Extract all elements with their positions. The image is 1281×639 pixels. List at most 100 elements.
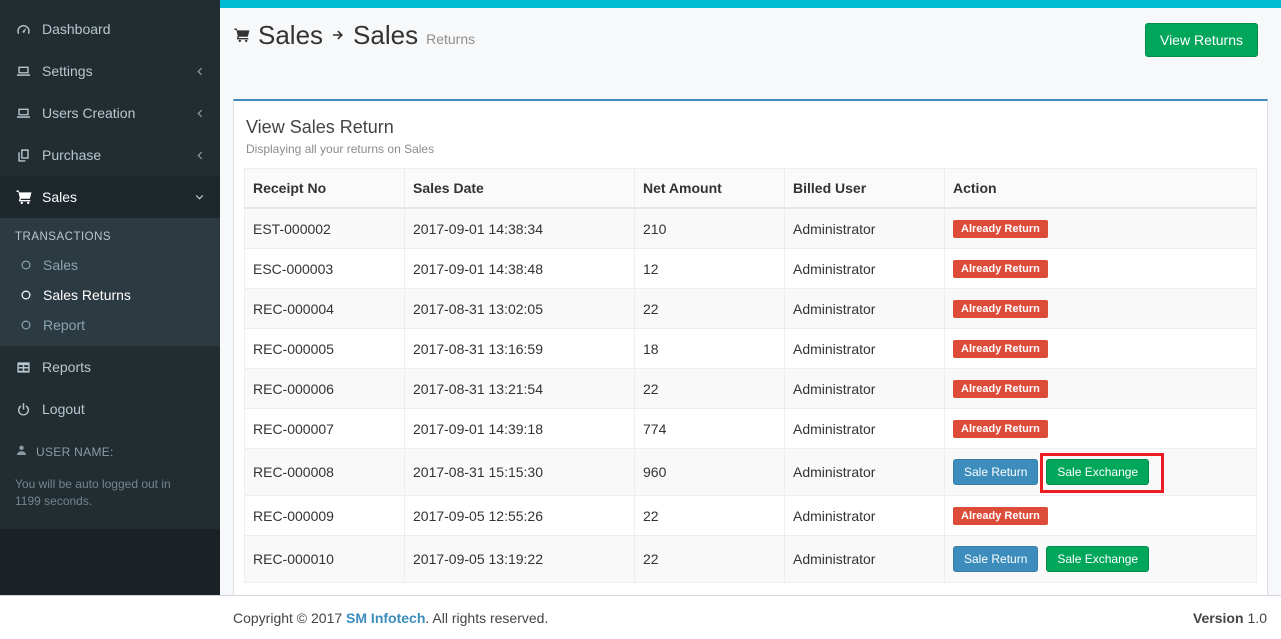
net-amount-cell: 210 [634, 207, 785, 249]
cart-icon [234, 27, 250, 43]
column-header-sales-date: Sales Date [404, 168, 635, 209]
user-info: USER NAME: You will be auto logged out i… [0, 430, 220, 515]
power-icon [15, 402, 32, 417]
net-amount-cell: 22 [634, 288, 785, 329]
sales-date-cell: 2017-09-01 14:39:18 [404, 408, 635, 449]
content-area: Sales Sales Returns View Returns View Sa… [220, 0, 1281, 606]
sidebar-item-reports[interactable]: Reports [0, 346, 220, 388]
sales-date-cell: 2017-08-31 13:02:05 [404, 288, 635, 329]
sidebar-item-label: Sales Returns [43, 287, 131, 303]
sidebar-item-label: Purchase [42, 147, 102, 163]
billed-user-cell: Administrator [784, 448, 945, 496]
table-row: EST-000002 2017-09-01 14:38:34 210 Administ… [244, 207, 1257, 249]
circle-icon [17, 259, 34, 271]
company-link[interactable]: SM Infotech [346, 609, 426, 626]
sale-exchange-button[interactable]: Sale Exchange [1046, 546, 1150, 572]
breadcrumb-sub: Returns [426, 30, 476, 47]
receipt-no-cell: REC-000007 [244, 408, 405, 449]
action-cell: Already Return [944, 288, 1257, 329]
action-cell: Already Return [944, 248, 1257, 289]
sales-table-body: EST-000002 2017-09-01 14:38:34 210 Administ… [244, 207, 1257, 583]
panel-title: View Sales Return [246, 117, 394, 137]
topbar [220, 0, 1281, 8]
sales-return-table: Receipt No Sales Date Net Amount Billed Use… [244, 168, 1257, 583]
column-header-receipt-no: Receipt No [244, 168, 405, 209]
sale-exchange-button[interactable]: Sale Exchange [1046, 459, 1150, 485]
already-return-badge: Already Return [953, 220, 1048, 238]
action-cell: Already Return [944, 368, 1257, 409]
sidebar-subitem-sales-returns[interactable]: Sales Returns [0, 280, 220, 310]
footer: Copyright © 2017 SM Infotech. All rights… [0, 595, 1281, 639]
sales-date-cell: 2017-08-31 13:16:59 [404, 328, 635, 369]
action-cell: Sale Return Sale Exchange [944, 535, 1257, 583]
main-row: Dashboard Settings Users Creation Purchase S… [0, 0, 1281, 606]
net-amount-cell: 22 [634, 495, 785, 536]
receipt-no-cell: EST-000002 [244, 207, 405, 249]
already-return-badge: Already Return [953, 340, 1048, 358]
copy-icon [15, 148, 32, 163]
sidebar-item-purchase[interactable]: Purchase [0, 134, 220, 176]
user-icon [15, 444, 28, 460]
billed-user-cell: Administrator [784, 535, 945, 583]
table-row: REC-000007 2017-09-01 14:39:18 774 Administ… [244, 408, 1257, 449]
already-return-badge: Already Return [953, 300, 1048, 318]
receipt-no-cell: REC-000008 [244, 448, 405, 496]
action-cell: Already Return [944, 408, 1257, 449]
billed-user-cell: Administrator [784, 288, 945, 329]
already-return-badge: Already Return [953, 507, 1048, 525]
sidebar-item-settings[interactable]: Settings [0, 50, 220, 92]
sidebar-item-label: Report [43, 317, 86, 333]
table-row: REC-000008 2017-08-31 15:15:30 960 Administ… [244, 448, 1257, 496]
sidebar-item-label: Reports [42, 359, 92, 375]
sidebar-item-label: Logout [42, 401, 85, 417]
chevron-left-icon [194, 108, 205, 119]
sidebar-item-sales[interactable]: Sales [0, 176, 220, 218]
billed-user-cell: Administrator [784, 495, 945, 536]
sidebar-item-label: Settings [42, 63, 93, 79]
column-header-billed-user: Billed User [784, 168, 945, 209]
table-icon [15, 360, 32, 375]
sidebar: Dashboard Settings Users Creation Purchase S… [0, 0, 220, 595]
auto-logout-note: You will be auto logged out in 1199 seco… [15, 477, 171, 509]
view-returns-button[interactable]: View Returns [1144, 23, 1258, 57]
sale-return-button[interactable]: Sale Return [953, 459, 1039, 485]
sidebar-item-dashboard[interactable]: Dashboard [0, 8, 220, 50]
sales-date-cell: 2017-09-01 14:38:34 [404, 207, 635, 249]
net-amount-cell: 12 [634, 248, 785, 289]
column-header-net-amount: Net Amount [634, 168, 785, 209]
sidebar-item-logout[interactable]: Logout [0, 388, 220, 430]
action-cell: Already Return [944, 328, 1257, 369]
receipt-no-cell: REC-000010 [244, 535, 405, 583]
sidebar-item-label: Dashboard [42, 21, 111, 37]
table-row: REC-000010 2017-09-05 13:19:22 22 Administr… [244, 535, 1257, 583]
dashboard-icon [15, 22, 32, 37]
net-amount-cell: 18 [634, 328, 785, 369]
sidebar-subitem-report[interactable]: Report [0, 310, 220, 340]
table-row: REC-000006 2017-08-31 13:21:54 22 Administr… [244, 368, 1257, 409]
breadcrumb-primary: Sales [258, 20, 324, 50]
version-text: Version 1.0 [1192, 609, 1267, 626]
circle-icon [17, 289, 34, 301]
sidebar-item-users-creation[interactable]: Users Creation [0, 92, 220, 134]
user-name-label: USER NAME: [36, 445, 114, 459]
billed-user-cell: Administrator [784, 207, 945, 249]
net-amount-cell: 22 [634, 535, 785, 583]
already-return-badge: Already Return [953, 380, 1048, 398]
receipt-no-cell: ESC-000003 [244, 248, 405, 289]
laptop-icon [15, 64, 32, 79]
table-row: REC-000009 2017-09-05 12:55:26 22 Administr… [244, 495, 1257, 536]
sales-date-cell: 2017-09-05 12:55:26 [404, 495, 635, 536]
sale-return-button[interactable]: Sale Return [953, 546, 1039, 572]
sidebar-subitem-sales[interactable]: Sales [0, 250, 220, 280]
highlighted-action: Sale Exchange [1040, 453, 1165, 493]
action-cell: Already Return [944, 495, 1257, 536]
laptop-icon [15, 106, 32, 121]
already-return-badge: Already Return [953, 420, 1048, 438]
table-header-row: Receipt No Sales Date Net Amount Billed Use… [244, 168, 1257, 209]
arrow-right-icon [331, 28, 345, 42]
sidebar-item-label: Sales [42, 189, 78, 205]
sidebar-nav: Dashboard Settings Users Creation Purchase S… [0, 0, 220, 430]
user-name-line: USER NAME: [15, 444, 205, 460]
content: View Sales Return Displaying all your re… [220, 63, 1281, 606]
page-title: Sales Sales Returns [234, 21, 475, 50]
